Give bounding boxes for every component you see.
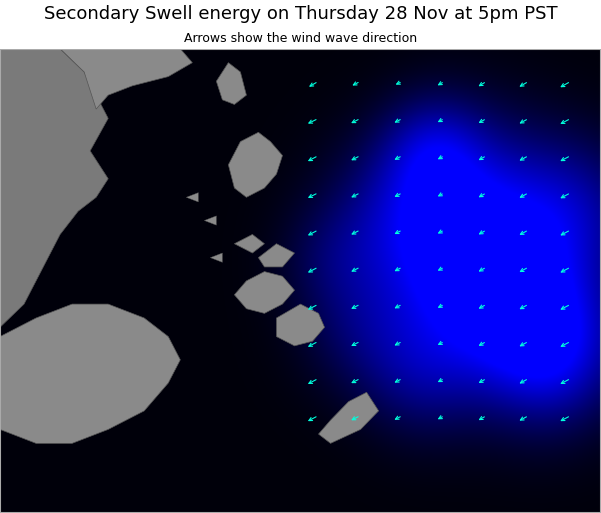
Polygon shape (204, 216, 216, 225)
Polygon shape (258, 244, 294, 267)
Polygon shape (0, 304, 180, 443)
Polygon shape (0, 49, 192, 109)
Polygon shape (216, 63, 246, 105)
Text: Secondary Swell energy on Thursday 28 Nov at 5pm PST: Secondary Swell energy on Thursday 28 No… (44, 5, 557, 23)
Polygon shape (186, 193, 198, 202)
Polygon shape (228, 132, 282, 198)
Polygon shape (0, 49, 108, 327)
Polygon shape (210, 253, 222, 262)
Polygon shape (234, 234, 264, 253)
Polygon shape (319, 392, 379, 443)
Polygon shape (234, 271, 294, 313)
Text: Arrows show the wind wave direction: Arrows show the wind wave direction (184, 31, 417, 45)
Polygon shape (276, 304, 325, 346)
